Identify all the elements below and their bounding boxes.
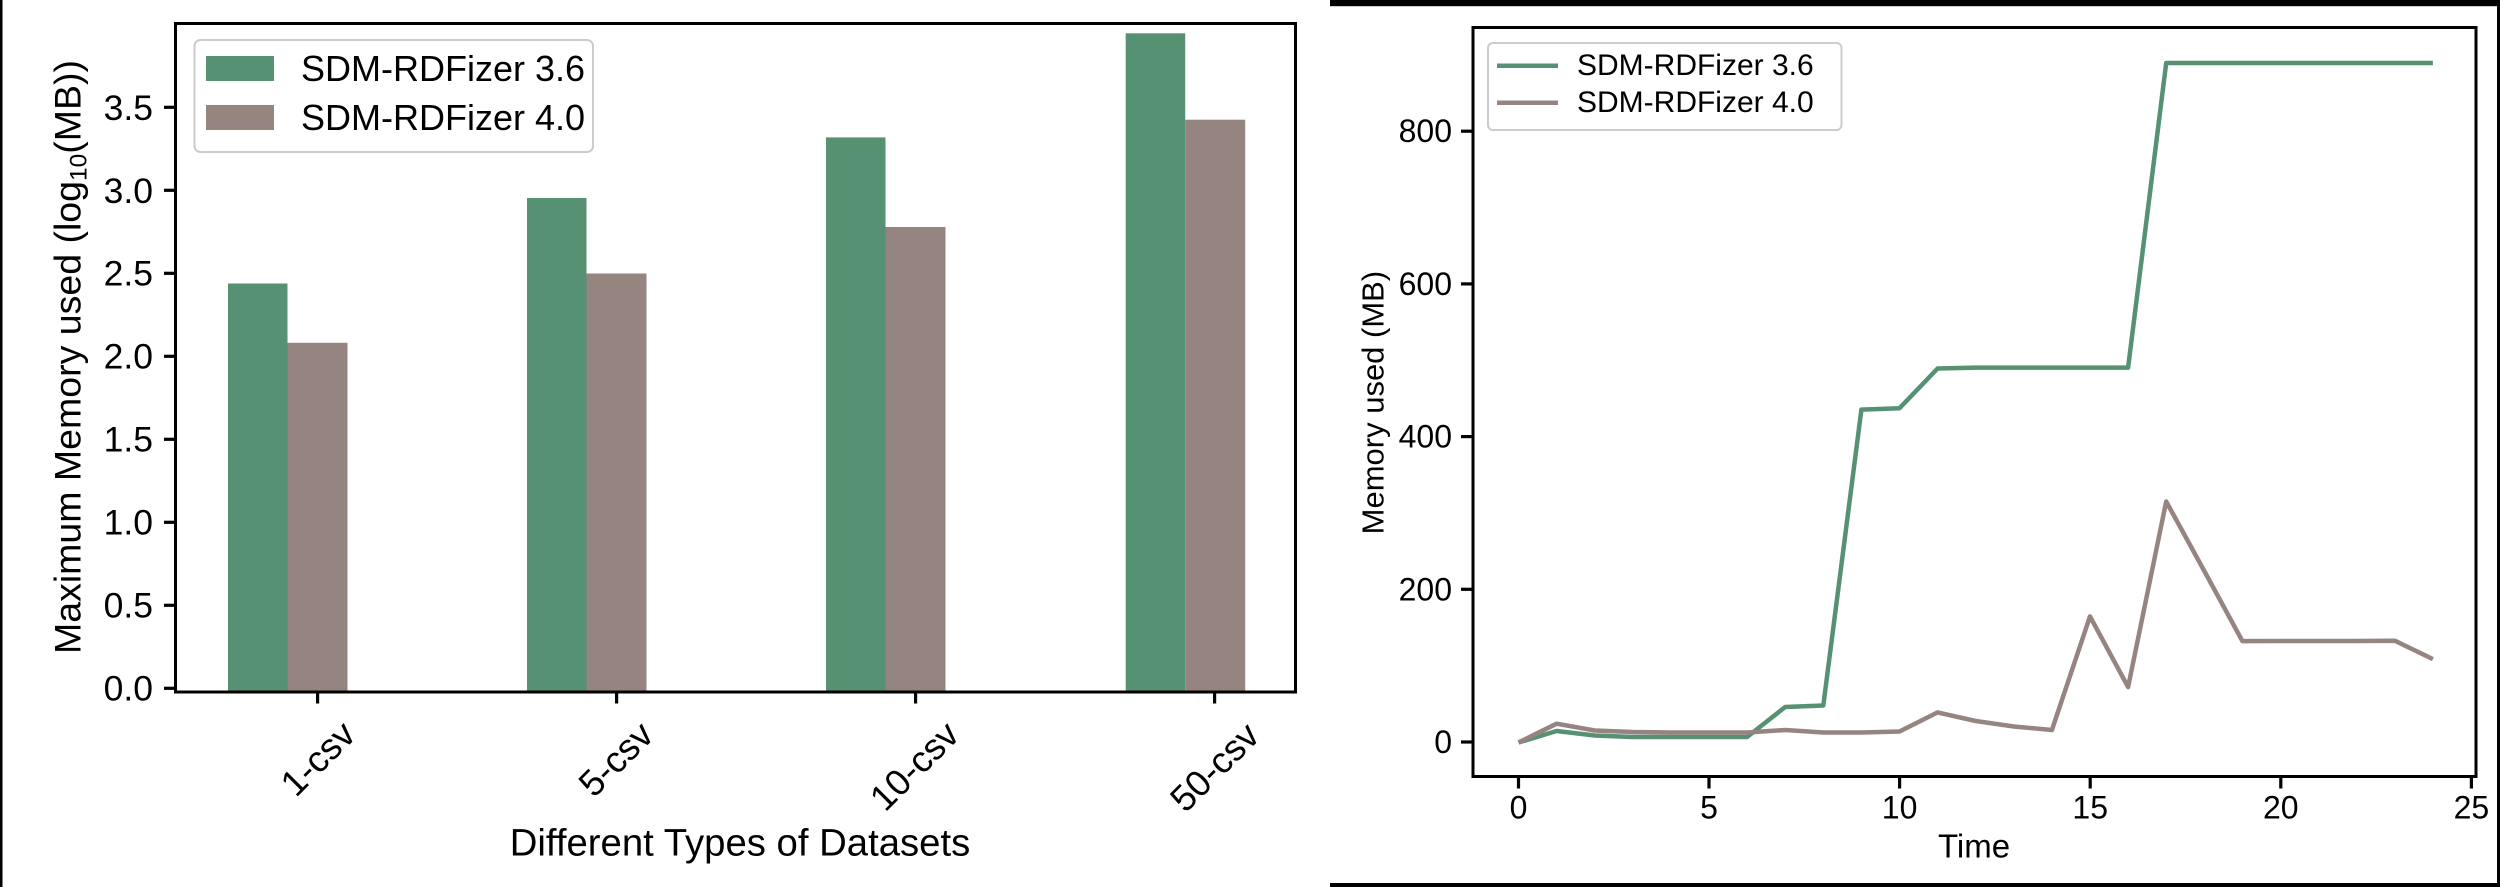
svg-text:SDM-RDFizer 3.6: SDM-RDFizer 3.6 — [1577, 49, 1814, 82]
svg-text:SDM-RDFizer 4.0: SDM-RDFizer 4.0 — [301, 97, 585, 138]
svg-text:0.0: 0.0 — [104, 669, 153, 709]
svg-text:5: 5 — [1700, 790, 1718, 826]
svg-text:3.5: 3.5 — [104, 88, 153, 128]
svg-text:Memory used (MB): Memory used (MB) — [1356, 271, 1391, 535]
svg-text:600: 600 — [1399, 266, 1452, 302]
svg-text:3.0: 3.0 — [104, 171, 153, 211]
svg-text:25: 25 — [2454, 790, 2490, 826]
svg-text:15: 15 — [2072, 790, 2108, 826]
svg-text:400: 400 — [1399, 419, 1452, 455]
svg-text:1.0: 1.0 — [104, 503, 153, 543]
svg-text:200: 200 — [1399, 571, 1452, 607]
svg-text:2.0: 2.0 — [104, 337, 153, 377]
svg-text:Time: Time — [1938, 828, 2010, 865]
svg-text:0: 0 — [1510, 790, 1528, 826]
svg-text:0.5: 0.5 — [104, 586, 153, 626]
svg-text:1.5: 1.5 — [104, 420, 153, 460]
svg-text:SDM-RDFizer 3.6: SDM-RDFizer 3.6 — [301, 48, 585, 89]
svg-text:Different Types of Datasets: Different Types of Datasets — [510, 822, 971, 865]
svg-text:Maximum Memory used (log10(MB): Maximum Memory used (log10(MB)) — [47, 60, 93, 654]
svg-text:SDM-RDFizer 4.0: SDM-RDFizer 4.0 — [1577, 86, 1814, 119]
svg-text:10: 10 — [1882, 790, 1918, 826]
svg-text:800: 800 — [1399, 113, 1452, 149]
svg-text:20: 20 — [2263, 790, 2299, 826]
svg-text:2.5: 2.5 — [104, 254, 153, 294]
svg-text:0: 0 — [1434, 724, 1452, 760]
